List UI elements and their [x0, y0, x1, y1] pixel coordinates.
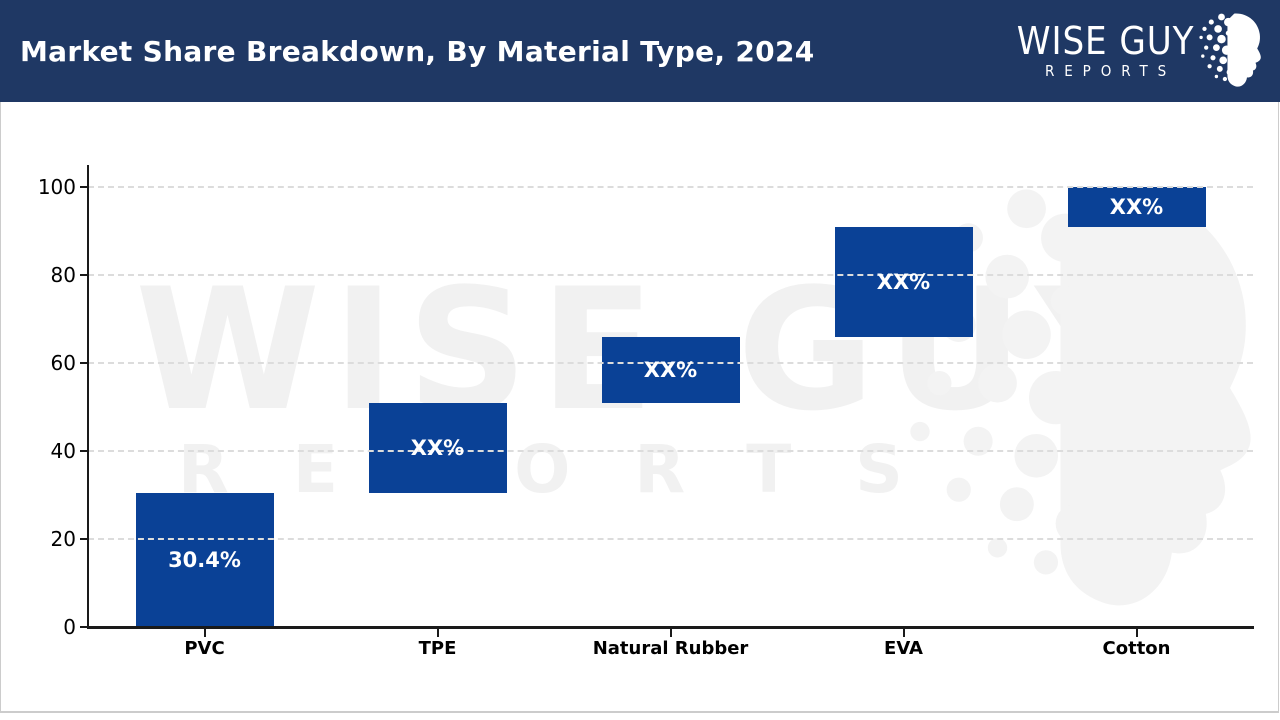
wise-guy-reports-logo: WISE GUY REPORTS: [997, 8, 1264, 94]
bar: [601, 336, 740, 403]
y-tick-label: 80: [50, 263, 76, 287]
gridline: [88, 186, 1253, 188]
page-title: Market Share Breakdown, By Material Type…: [20, 34, 815, 68]
y-tick-label: 60: [50, 351, 76, 375]
y-tick-mark: [80, 186, 88, 188]
bar: [368, 402, 507, 494]
logo-subtitle: REPORTS: [1044, 62, 1176, 81]
y-tick-label: 20: [50, 527, 76, 551]
x-tick-mark: [203, 629, 206, 637]
category-label: TPE: [418, 638, 457, 659]
y-tick-mark: [80, 538, 88, 540]
logo-wordmark: WISE GUY: [1016, 18, 1194, 63]
x-tick-mark: [902, 629, 905, 637]
y-tick-label: 100: [37, 175, 76, 199]
watermark-subtitle: REPORTS: [178, 431, 967, 508]
header-bar: Market Share Breakdown, By Material Type…: [0, 0, 1280, 102]
bar: [1067, 187, 1206, 227]
y-tick-mark: [80, 450, 88, 452]
y-tick-label: 0: [63, 615, 76, 639]
y-axis-spine: [87, 165, 89, 629]
gridline: [88, 274, 1253, 276]
bar: [834, 226, 973, 337]
y-tick-mark: [80, 362, 88, 364]
category-label: Cotton: [1102, 638, 1171, 659]
dotted-head-icon: [1199, 13, 1261, 87]
category-label: Natural Rubber: [592, 638, 749, 659]
category-label: EVA: [884, 638, 923, 659]
x-tick-mark: [1135, 629, 1138, 637]
y-tick-mark: [80, 626, 88, 628]
x-tick-mark: [669, 629, 672, 637]
x-tick-mark: [436, 629, 439, 637]
category-label: PVC: [184, 638, 225, 659]
y-tick-label: 40: [50, 439, 76, 463]
x-axis-spine: [87, 626, 1254, 629]
logo-text: WISE GUY REPORTS: [1016, 18, 1194, 81]
watermark-head-icon: [900, 189, 1251, 606]
gridline: [88, 362, 1253, 364]
gridline: [88, 538, 1253, 540]
y-tick-mark: [80, 274, 88, 276]
gridline: [88, 450, 1253, 452]
bar: [135, 493, 274, 627]
